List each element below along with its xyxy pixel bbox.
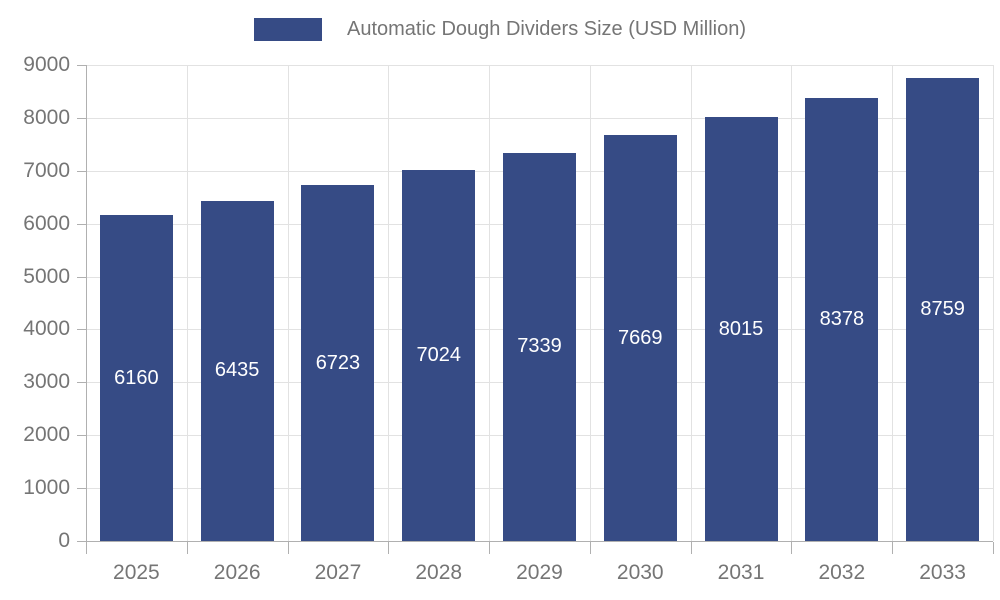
y-tick-label: 4000 bbox=[23, 317, 70, 341]
x-axis-tick bbox=[993, 542, 994, 554]
y-axis-tick bbox=[77, 329, 86, 331]
bar-value-label: 6723 bbox=[315, 351, 361, 374]
x-axis-tick bbox=[589, 542, 591, 554]
bar-value-label: 8759 bbox=[920, 297, 965, 320]
x-tick-label: 2032 bbox=[818, 561, 866, 584]
bar-value-label: 7339 bbox=[517, 335, 562, 358]
y-tick-label: 0 bbox=[58, 529, 70, 552]
y-axis-tick bbox=[77, 276, 86, 278]
gridline-horizontal bbox=[86, 65, 993, 66]
x-tick-label: 2033 bbox=[919, 561, 966, 584]
x-tick-label: 2030 bbox=[616, 561, 664, 584]
x-axis-tick bbox=[489, 542, 491, 554]
bar-value-label: 8015 bbox=[718, 317, 764, 340]
y-axis-tick bbox=[77, 223, 86, 225]
x-axis-tick bbox=[86, 542, 87, 554]
x-axis-tick bbox=[388, 542, 390, 554]
bar: 7024 bbox=[402, 169, 476, 541]
x-axis-line bbox=[86, 541, 993, 542]
bar: 7669 bbox=[603, 135, 677, 541]
x-axis-tick bbox=[287, 542, 289, 554]
gridline-vertical bbox=[287, 65, 289, 541]
gridline-vertical bbox=[589, 65, 591, 541]
y-axis-tick bbox=[77, 435, 86, 437]
bar: 8015 bbox=[704, 117, 778, 541]
y-axis-tick bbox=[77, 541, 86, 542]
x-axis-tick bbox=[791, 542, 793, 554]
plot-area: 0 1000 2000 3000 4000 5000 6000 7000 8000 9000 202… bbox=[23, 54, 994, 584]
x-tick-label: 2027 bbox=[314, 561, 362, 584]
legend-swatch bbox=[253, 18, 322, 41]
y-tick-label: 7000 bbox=[23, 158, 70, 182]
gridline-vertical bbox=[388, 65, 390, 541]
bar-value-label: 8378 bbox=[819, 307, 865, 330]
bar: 8378 bbox=[805, 97, 879, 541]
bar-value-label: 6160 bbox=[114, 366, 159, 389]
gridline-vertical bbox=[186, 65, 188, 541]
legend: Automatic Dough Dividers Size (USD Milli… bbox=[0, 18, 1000, 41]
gridline-vertical bbox=[993, 65, 994, 541]
y-tick-label: 1000 bbox=[23, 476, 70, 500]
x-tick-label: 2025 bbox=[113, 561, 160, 584]
y-axis-line bbox=[86, 65, 87, 554]
x-axis-tick bbox=[892, 542, 894, 554]
bar: 7339 bbox=[503, 152, 576, 541]
gridline-vertical bbox=[892, 65, 894, 541]
bar-value-label: 6435 bbox=[214, 359, 260, 382]
bar: 6723 bbox=[301, 185, 375, 541]
bar-value-label: 7669 bbox=[618, 326, 663, 349]
y-tick-label: 2000 bbox=[23, 423, 70, 447]
y-tick-label: 9000 bbox=[23, 53, 70, 76]
y-axis-tick bbox=[77, 117, 86, 119]
x-tick-label: 2028 bbox=[415, 561, 463, 584]
y-tick-label: 6000 bbox=[23, 211, 70, 235]
y-tick-label: 3000 bbox=[23, 370, 70, 394]
y-axis-tick bbox=[77, 170, 86, 172]
gridline-vertical bbox=[489, 65, 491, 541]
bar: 6435 bbox=[200, 200, 274, 541]
y-tick-label: 5000 bbox=[23, 264, 70, 288]
x-tick-label: 2029 bbox=[516, 561, 563, 584]
y-tick-label: 8000 bbox=[23, 105, 70, 129]
x-tick-label: 2026 bbox=[213, 561, 261, 584]
y-axis-tick bbox=[77, 382, 86, 384]
x-axis-tick bbox=[690, 542, 692, 554]
gridline-vertical bbox=[690, 65, 692, 541]
gridline-vertical bbox=[791, 65, 793, 541]
y-axis-tick bbox=[77, 65, 86, 66]
x-axis-tick bbox=[186, 542, 188, 554]
bar: 6160 bbox=[99, 215, 173, 541]
gridline-horizontal bbox=[86, 117, 993, 119]
x-tick-label: 2031 bbox=[717, 561, 765, 584]
bar-value-label: 7024 bbox=[416, 343, 461, 366]
legend-label: Automatic Dough Dividers Size (USD Milli… bbox=[346, 18, 746, 40]
y-axis-tick bbox=[77, 488, 86, 490]
bar: 8759 bbox=[906, 77, 980, 541]
